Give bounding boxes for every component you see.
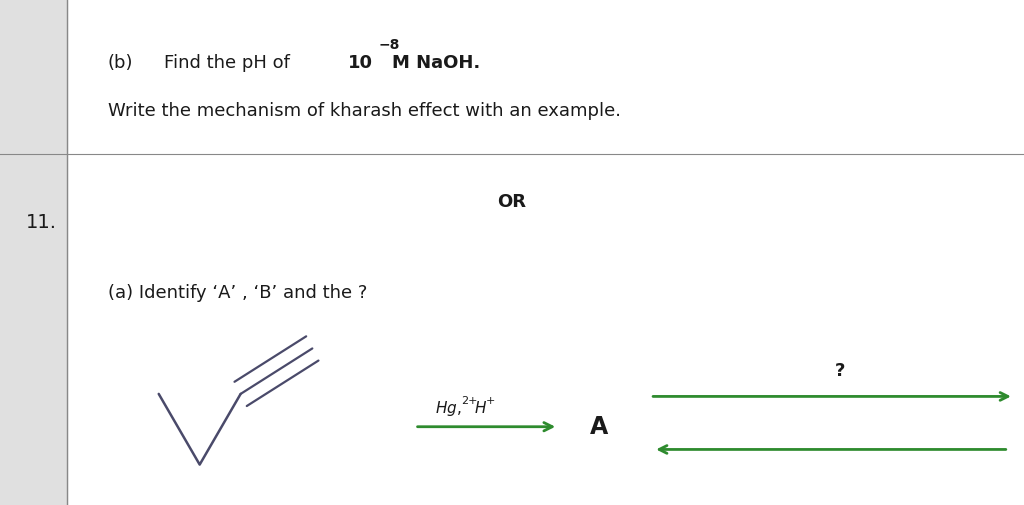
Text: 11.: 11. bbox=[26, 213, 56, 232]
Text: $\mathit{Hg,}$: $\mathit{Hg,}$ bbox=[435, 398, 462, 418]
Text: M NaOH.: M NaOH. bbox=[392, 54, 480, 72]
Text: OR: OR bbox=[498, 193, 526, 211]
Bar bbox=[0, 0, 67, 505]
Text: A: A bbox=[590, 415, 608, 439]
Text: +: + bbox=[485, 396, 495, 407]
Text: $\mathit{H}$: $\mathit{H}$ bbox=[474, 400, 487, 416]
Text: Find the pH of: Find the pH of bbox=[164, 54, 296, 72]
Text: 2+: 2+ bbox=[461, 396, 477, 407]
Text: (a) Identify ‘A’ , ‘B’ and the ?: (a) Identify ‘A’ , ‘B’ and the ? bbox=[108, 284, 367, 302]
Text: (b): (b) bbox=[108, 54, 133, 72]
Text: 10: 10 bbox=[348, 54, 373, 72]
Text: ?: ? bbox=[835, 362, 845, 380]
Text: −8: −8 bbox=[379, 38, 400, 53]
Text: Write the mechanism of kharash effect with an example.: Write the mechanism of kharash effect wi… bbox=[108, 102, 621, 120]
